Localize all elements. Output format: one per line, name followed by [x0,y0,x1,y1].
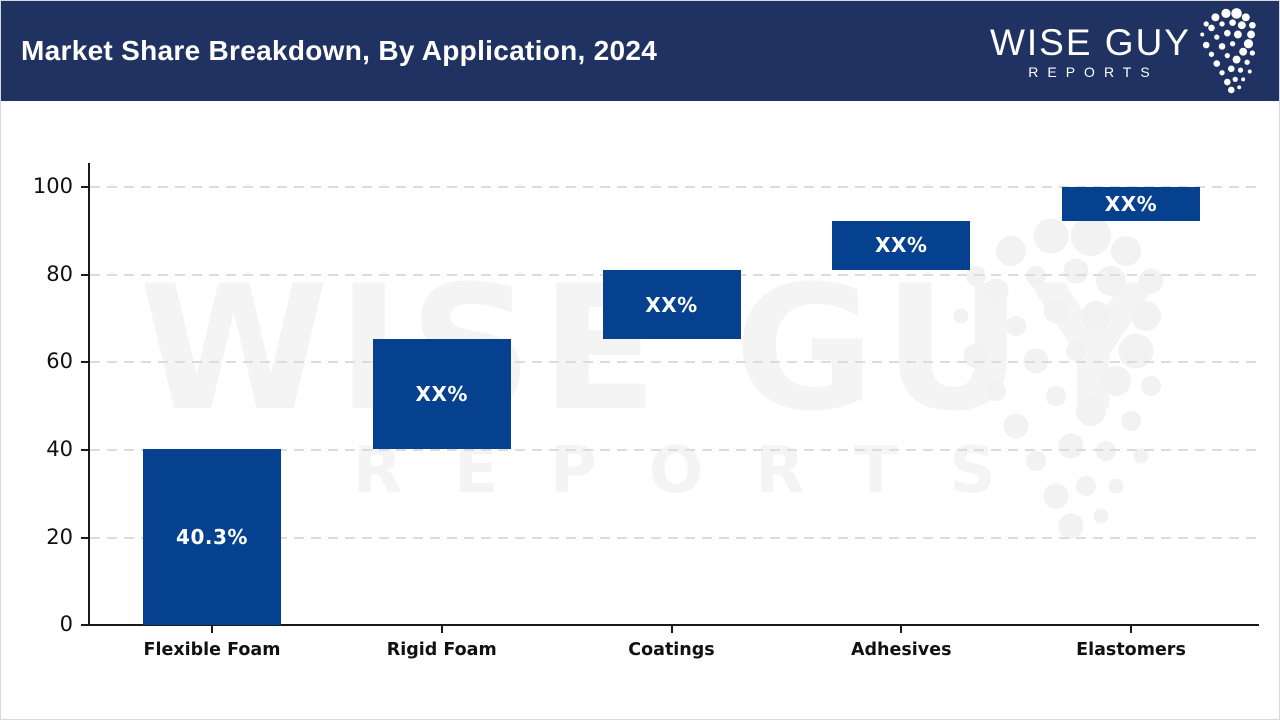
bar-value-label-coatings: XX% [645,292,698,317]
bar-elastomers: XX% [1062,187,1200,221]
page-title: Market Share Breakdown, By Application, … [21,35,658,66]
x-axis-label-elastomers: Elastomers [1076,640,1186,660]
y-tick-label-40: 40 [46,436,73,461]
bar-value-label-adhesives: XX% [875,233,928,258]
y-tick-mark-20 [81,536,88,539]
bar-value-label-flexible-foam: 40.3% [176,524,248,549]
logo-wiseguy-text: WISE GUY [989,21,1191,63]
bar-value-label-elastomers: XX% [1104,191,1158,216]
wise-guy-reports-logo: WISE GUY REPORTS [990,8,1259,94]
gridline-20 [90,536,1259,539]
y-tick-mark-100 [81,186,88,188]
gridline-60 [90,361,1259,364]
bar-coatings: XX% [602,270,741,340]
bar-flexible-foam: 40.3% [143,448,281,626]
y-tick-label-80: 80 [46,261,73,286]
x-axis-label-adhesives: Adhesives [850,640,952,660]
bar-value-label-rigid-foam: XX% [415,381,468,406]
y-tick-mark-60 [81,361,88,364]
x-tick-mark-adhesives [900,626,903,633]
x-tick-mark-rigid-foam [440,626,443,633]
y-tick-mark-40 [81,448,88,451]
x-tick-mark-coatings [670,626,673,633]
x-tick-mark-flexible-foam [211,626,213,633]
bar-rigid-foam: XX% [372,339,511,449]
x-axis-line [88,624,1259,626]
y-tick-label-20: 20 [46,524,73,549]
y-tick-mark-80 [81,273,88,276]
gridline-100 [90,186,1259,188]
x-tick-mark-elastomers [1130,626,1132,633]
header-bar: Market Share Breakdown, By Application, … [1,1,1279,101]
x-axis-label-rigid-foam: Rigid Foam [386,640,497,660]
x-axis-label-coatings: Coatings [628,640,715,660]
y-tick-label-100: 100 [32,174,73,198]
logo-reports-text: REPORTS [1028,63,1159,80]
y-tick-label-60: 60 [46,349,73,374]
y-axis-line [88,163,90,626]
gridline-40 [90,448,1259,451]
y-tick-mark-0 [81,624,88,627]
bar-adhesives: XX% [832,220,971,271]
x-axis-label-flexible-foam: Flexible Foam [143,640,281,660]
y-tick-label-0: 0 [59,612,73,637]
